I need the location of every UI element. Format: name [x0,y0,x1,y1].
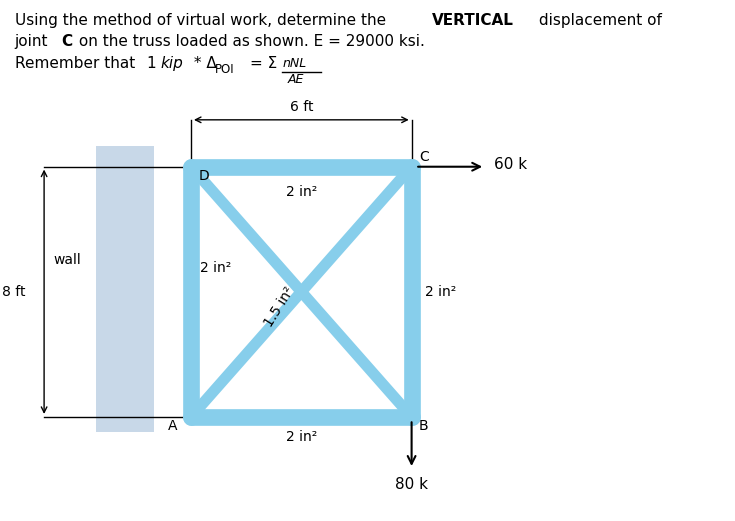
Text: VERTICAL: VERTICAL [431,13,513,28]
Text: on the truss loaded as shown. E = 29000 ksi.: on the truss loaded as shown. E = 29000 … [74,34,424,49]
Text: 1: 1 [147,56,162,71]
Text: D: D [198,169,209,183]
Text: A: A [168,419,178,433]
Text: 2 in²: 2 in² [425,285,456,299]
Text: 8 ft: 8 ft [2,285,26,299]
Text: nNL: nNL [283,57,307,70]
Text: 2 in²: 2 in² [200,260,232,275]
Text: C: C [419,150,429,164]
Text: wall: wall [53,254,81,267]
Text: 1.5 in²: 1.5 in² [262,285,297,330]
Text: AE: AE [287,73,304,86]
Text: B: B [419,419,429,433]
Text: kip: kip [160,56,183,71]
Text: displacement of: displacement of [534,13,662,28]
Text: = Σ: = Σ [250,56,277,71]
Text: 6 ft: 6 ft [290,100,313,114]
Text: 80 k: 80 k [395,477,428,492]
Text: 2 in²: 2 in² [286,185,317,199]
Text: joint: joint [15,34,53,49]
Text: Remember that: Remember that [15,56,135,71]
Text: * Δ: * Δ [189,56,217,71]
Text: 2 in²: 2 in² [286,430,317,444]
Text: Using the method of virtual work, determine the: Using the method of virtual work, determ… [15,13,391,28]
Text: C: C [61,34,72,49]
Text: 60 k: 60 k [494,157,527,171]
Bar [96,146,154,432]
Text: POI: POI [215,63,235,76]
